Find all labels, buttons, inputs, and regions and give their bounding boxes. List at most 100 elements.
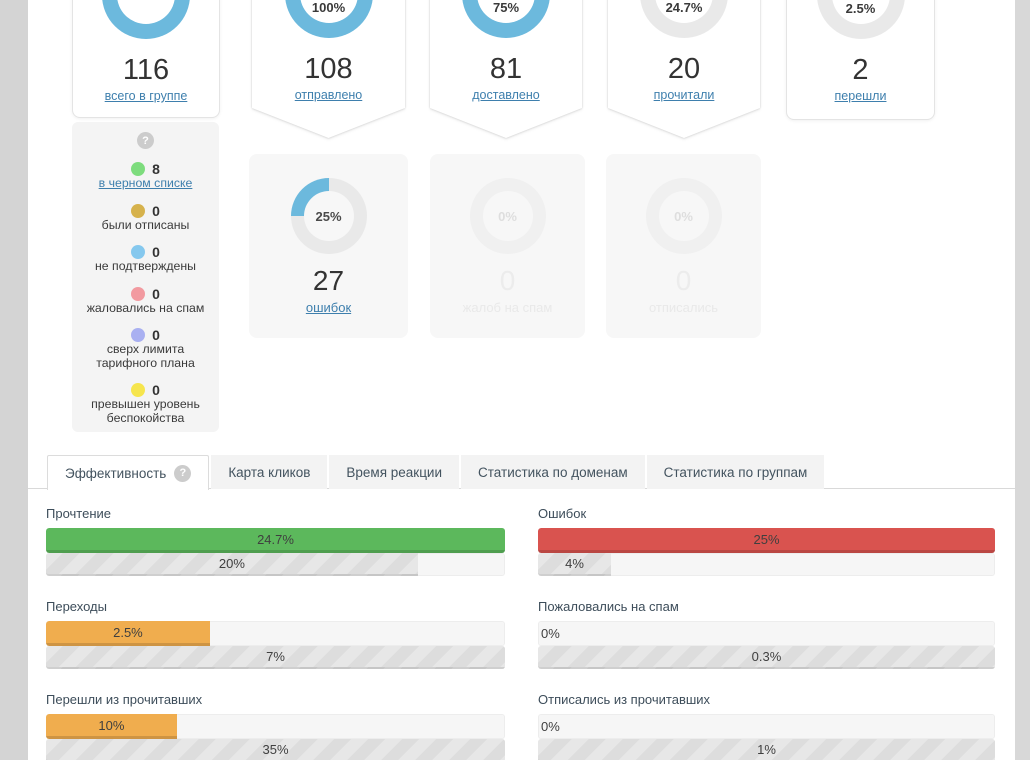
metric-title: Пожаловались на спам bbox=[538, 599, 679, 614]
blacklist-link[interactable]: в черном списке bbox=[98, 176, 193, 190]
unsubscribe-rate-bar: 0% bbox=[538, 714, 995, 739]
click-to-open-average-bar: 35% bbox=[46, 739, 505, 760]
delivered-count: 81 bbox=[489, 53, 523, 85]
spam-complaints-count: 0 bbox=[499, 265, 516, 296]
spam-rate-average-bar: 0.3% bbox=[538, 646, 995, 669]
tab-group-stats[interactable]: Статистика по группам bbox=[646, 455, 825, 489]
bar-average-label: 1% bbox=[757, 742, 776, 757]
delivered-percent: 75% bbox=[492, 0, 520, 15]
read-count: 20 bbox=[667, 53, 701, 85]
blacklist-dot-icon bbox=[131, 162, 146, 176]
metric-title: Переходы bbox=[46, 599, 107, 614]
funnel-card-read: 24.7% 20 прочитали bbox=[608, 0, 760, 138]
metric-title: Перешли из прочитавших bbox=[46, 692, 203, 707]
click-rate-average-bar: 7% bbox=[46, 646, 505, 669]
metrics-column-left: Прочтение 24.7% 20% Переходы 2.5% 7% bbox=[46, 506, 505, 760]
donut-hole bbox=[477, 0, 535, 23]
donut-chart-unsubscribes: 0% bbox=[645, 178, 722, 254]
donut-hole bbox=[658, 191, 709, 241]
over-limit-label: сверх лимита тарифного плана bbox=[96, 342, 195, 370]
spam-complaints-card: 0% 0 жалоб на спам bbox=[430, 154, 585, 338]
total-in-group-link[interactable]: всего в группе bbox=[104, 89, 188, 103]
bar-average-label: 7% bbox=[266, 649, 285, 664]
over-limit-dot-icon bbox=[131, 328, 146, 342]
clicked-link[interactable]: перешли bbox=[834, 89, 887, 103]
metric-error-rate: Ошибок 25% 4% bbox=[538, 506, 995, 576]
clicked-percent: 2.5% bbox=[845, 1, 876, 16]
bar-average-label: 4% bbox=[565, 556, 584, 571]
donut-hole bbox=[655, 0, 713, 23]
donut-chart-spam-complaints: 0% bbox=[469, 178, 546, 254]
spam-complaint-label: жаловались на спам bbox=[86, 300, 205, 315]
list-item: 0 жаловались на спам bbox=[87, 286, 205, 316]
bar-value-label: 10% bbox=[98, 717, 125, 733]
funnel-card-sent: 100% 108 отправлено bbox=[252, 0, 405, 138]
metrics-column-right: Ошибок 25% 4% Пожаловались на спам 0% 0.… bbox=[538, 506, 995, 760]
clicked-count: 2 bbox=[852, 54, 869, 86]
delivered-link[interactable]: доставлено bbox=[472, 88, 540, 102]
metric-title: Отписались из прочитавших bbox=[538, 692, 711, 707]
metric-click-to-open: Перешли из прочитавших 10% 35% bbox=[46, 692, 505, 760]
tab-click-map[interactable]: Карта кликов bbox=[211, 455, 328, 489]
spam-rate-bar: 0% bbox=[538, 621, 995, 646]
unsubscribe-rate-average-bar: 1% bbox=[538, 739, 995, 760]
donut-hole bbox=[117, 0, 175, 24]
unsubscribes-label: отписались bbox=[648, 300, 719, 315]
metric-spam-rate: Пожаловались на спам 0% 0.3% bbox=[538, 599, 995, 669]
total-count: 116 bbox=[122, 54, 170, 86]
unconfirmed-count: 0 bbox=[152, 244, 160, 260]
tab-effectiveness[interactable]: Эффективность ? bbox=[47, 455, 210, 490]
funnel-card-clicked: 2.5% 2 перешли bbox=[786, 0, 935, 120]
funnel-card-delivered: 75% 81 доставлено bbox=[430, 0, 582, 138]
sent-link[interactable]: отправлено bbox=[294, 88, 363, 102]
spam-complaint-count: 0 bbox=[152, 285, 160, 302]
group-breakdown-panel: ? 8 в черном списке 0 были отписаны 0 не… bbox=[72, 122, 219, 432]
bar-average-label: 20% bbox=[218, 556, 245, 571]
donut-hole bbox=[299, 0, 358, 23]
tab-domain-stats[interactable]: Статистика по доменам bbox=[461, 455, 645, 489]
blacklist-count: 8 bbox=[152, 161, 160, 177]
unsubscribes-card: 0% 0 отписались bbox=[606, 154, 761, 338]
donut-chart-total bbox=[102, 0, 190, 39]
spam-complaints-percent: 0% bbox=[498, 208, 517, 224]
read-rate-average-bar: 20% bbox=[46, 553, 505, 576]
metric-title: Прочтение bbox=[46, 506, 111, 521]
spam-complaint-dot-icon bbox=[131, 286, 146, 301]
unsubscribed-count: 0 bbox=[152, 202, 160, 219]
donut-hole bbox=[303, 191, 354, 241]
over-limit-count: 0 bbox=[152, 327, 160, 343]
list-item: 0 были отписаны bbox=[102, 203, 190, 233]
bar-value-label: 25% bbox=[753, 531, 780, 547]
unconfirmed-label: не подтверждены bbox=[94, 259, 197, 273]
tab-reaction-time[interactable]: Время реакции bbox=[329, 455, 460, 489]
funnel-card-total: 116 всего в группе bbox=[72, 0, 220, 118]
read-link[interactable]: прочитали bbox=[653, 88, 715, 102]
left-gutter bbox=[0, 0, 28, 760]
tab-label: Карта кликов bbox=[228, 464, 311, 480]
sent-count: 108 bbox=[304, 53, 353, 85]
bar-value-label: 24.7% bbox=[257, 531, 294, 547]
donut-hole bbox=[482, 191, 533, 241]
error-rate-average-bar: 4% bbox=[538, 553, 995, 576]
read-rate-bar: 24.7% bbox=[46, 528, 505, 553]
click-to-open-bar: 10% bbox=[46, 714, 505, 739]
tab-label: Время реакции bbox=[346, 464, 443, 480]
metric-read-rate: Прочтение 24.7% 20% bbox=[46, 506, 505, 576]
bar-value-label: 2.5% bbox=[113, 624, 143, 640]
help-icon[interactable]: ? bbox=[174, 464, 192, 482]
click-rate-bar: 2.5% bbox=[46, 621, 505, 646]
metric-click-rate: Переходы 2.5% 7% bbox=[46, 599, 505, 669]
list-item: 8 в черном списке bbox=[99, 161, 193, 191]
donut-chart-errors: 25% bbox=[290, 178, 367, 254]
bar-value-label: 0% bbox=[541, 626, 560, 641]
sent-percent: 100% bbox=[311, 0, 346, 15]
errors-count: 27 bbox=[312, 265, 345, 296]
help-icon[interactable]: ? bbox=[137, 132, 154, 149]
unsubscribes-percent: 0% bbox=[674, 208, 693, 224]
bar-average-label: 35% bbox=[262, 742, 289, 757]
metric-unsubscribe-rate: Отписались из прочитавших 0% 1% bbox=[538, 692, 995, 760]
errors-link[interactable]: ошибок bbox=[305, 300, 352, 315]
list-item: 0 не подтверждены bbox=[95, 244, 196, 274]
spam-complaints-label: жалоб на спам bbox=[462, 300, 553, 315]
